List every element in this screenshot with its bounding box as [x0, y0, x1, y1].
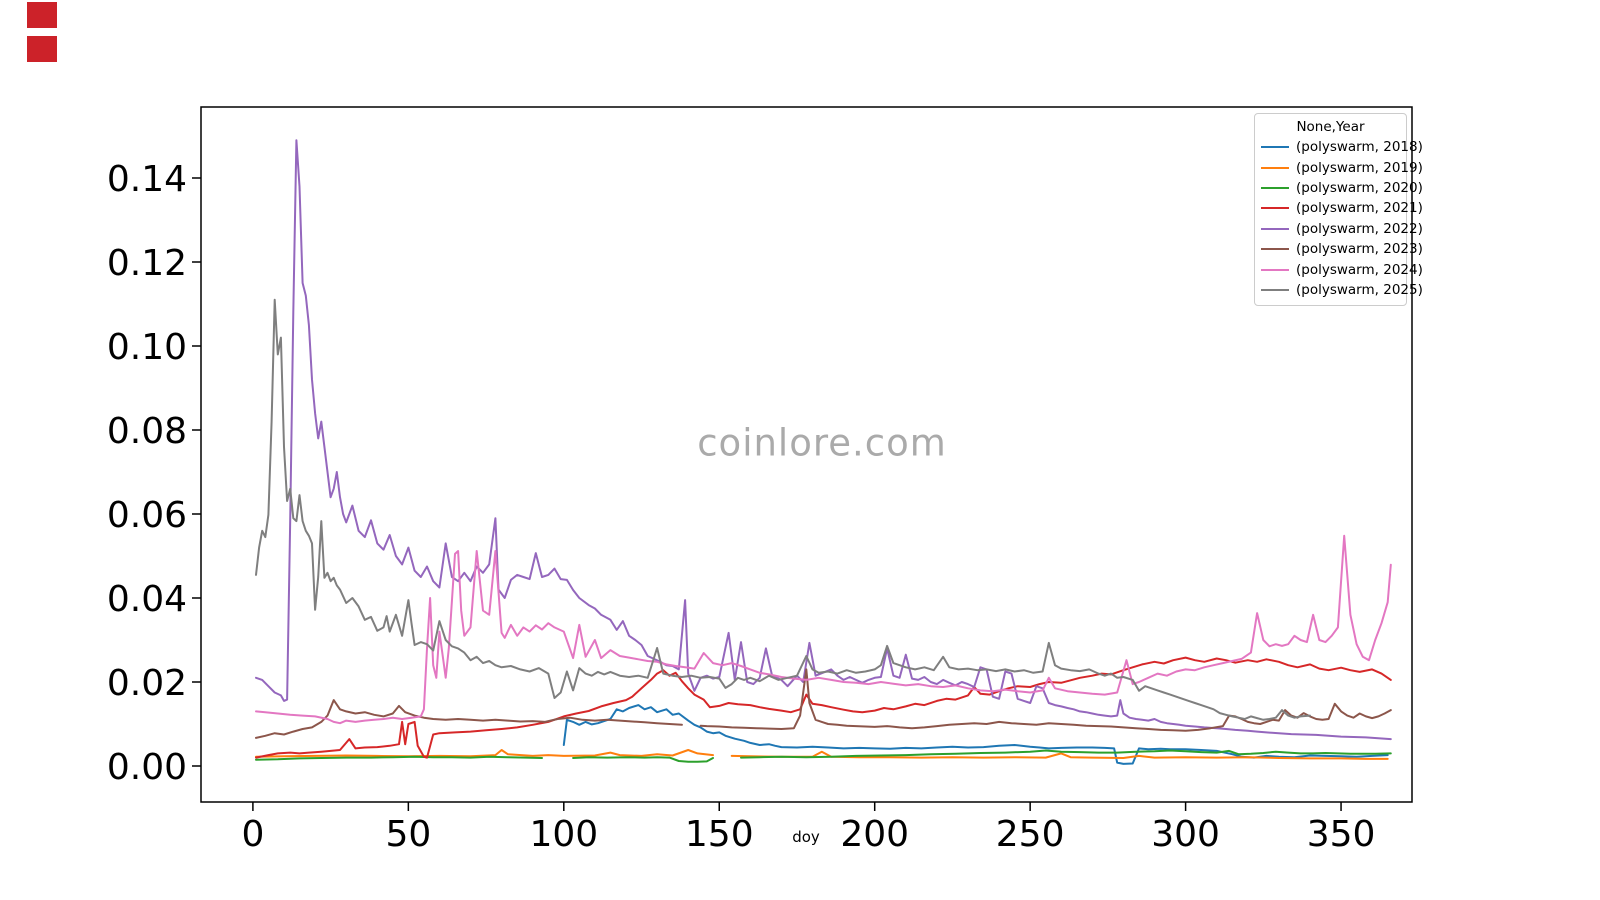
- legend-item-2020: (polyswarm, 2020): [1261, 178, 1423, 198]
- series-line-2019: [255, 749, 1389, 760]
- legend-item-2018: (polyswarm, 2018): [1261, 137, 1423, 157]
- legend-item-2023: (polyswarm, 2023): [1261, 239, 1423, 259]
- legend-item-label: (polyswarm, 2021): [1296, 200, 1423, 217]
- legend-item-label: (polyswarm, 2024): [1296, 261, 1423, 278]
- legend-line-swatch: [1261, 166, 1289, 169]
- x-tick-label: 50: [385, 814, 431, 855]
- y-tick-label: 0.10: [107, 327, 187, 368]
- series-line-2024: [255, 534, 1392, 725]
- legend-line-swatch: [1261, 268, 1289, 271]
- legend-line-swatch: [1261, 288, 1289, 291]
- legend-item-label: (polyswarm, 2025): [1296, 281, 1423, 298]
- x-tick-label: 200: [840, 814, 909, 855]
- legend-item-2025: (polyswarm, 2025): [1261, 280, 1423, 300]
- legend-item-label: (polyswarm, 2020): [1296, 179, 1423, 196]
- series-line-2020: [255, 749, 1392, 763]
- legend: None,Year (polyswarm, 2018) (polyswarm, 2…: [1254, 113, 1423, 307]
- legend-title: None,Year: [1296, 119, 1365, 135]
- y-tick-label: 0.06: [107, 495, 187, 536]
- y-tick-label: 0.04: [107, 579, 187, 620]
- legend-line-swatch: [1261, 248, 1289, 251]
- legend-item-2019: (polyswarm, 2019): [1261, 157, 1423, 177]
- y-tick-label: 0.02: [107, 663, 187, 704]
- legend-line-swatch: [1261, 186, 1289, 189]
- top-left-red-mark-2: [27, 36, 57, 62]
- legend-line-swatch: [1261, 227, 1289, 230]
- x-tick-label: 100: [529, 814, 598, 855]
- x-tick-label: 350: [1307, 814, 1376, 855]
- legend-item-2021: (polyswarm, 2021): [1261, 198, 1423, 218]
- y-tick-label: 0.00: [107, 747, 187, 788]
- legend-line-swatch: [1261, 146, 1289, 149]
- y-tick-label: 0.12: [107, 243, 187, 284]
- x-tick-label: 150: [685, 814, 754, 855]
- x-axis-label: doy: [792, 828, 820, 846]
- series-line-2018: [562, 704, 1389, 765]
- watermark: coinlore.com: [697, 421, 947, 465]
- legend-item-label: (polyswarm, 2022): [1296, 220, 1423, 237]
- x-tick-label: 300: [1151, 814, 1220, 855]
- x-tick-label: 250: [996, 814, 1065, 855]
- legend-item-label: (polyswarm, 2019): [1296, 159, 1423, 176]
- y-tick-label: 0.14: [107, 159, 187, 200]
- series-line-2022: [255, 139, 1392, 741]
- legend-item-label: (polyswarm, 2023): [1296, 241, 1423, 258]
- axes-frame: [200, 106, 1413, 803]
- legend-item-label: (polyswarm, 2018): [1296, 139, 1423, 156]
- legend-item-2024: (polyswarm, 2024): [1261, 259, 1423, 279]
- legend-items: (polyswarm, 2018) (polyswarm, 2019) (polys…: [1261, 137, 1423, 300]
- legend-line-swatch: [1261, 207, 1289, 210]
- series-line-2023: [255, 668, 1392, 739]
- series-line-2025: [255, 298, 1311, 721]
- top-left-red-mark: [27, 2, 57, 28]
- legend-item-2022: (polyswarm, 2022): [1261, 219, 1423, 239]
- x-tick-label: 0: [241, 814, 264, 855]
- y-tick-label: 0.08: [107, 411, 187, 452]
- series-line-2021: [255, 656, 1392, 759]
